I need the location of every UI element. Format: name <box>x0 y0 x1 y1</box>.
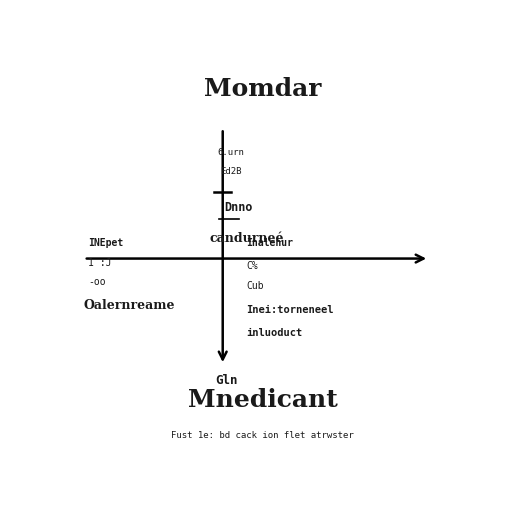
Text: Oalernreame: Oalernreame <box>84 300 175 312</box>
Text: inluoduct: inluoduct <box>247 329 303 338</box>
Text: Mnedicant: Mnedicant <box>187 389 337 413</box>
Text: Momdar: Momdar <box>204 77 321 101</box>
Text: 1 :J: 1 :J <box>88 258 111 267</box>
Text: Fust 1e: bd cack ion flet atrwster: Fust 1e: bd cack ion flet atrwster <box>171 432 354 440</box>
Text: Inei:torneneel: Inei:torneneel <box>247 305 334 315</box>
Text: C%: C% <box>247 262 258 271</box>
Text: Cub: Cub <box>247 281 264 291</box>
Text: 6.urn: 6.urn <box>217 147 244 157</box>
Text: candurneé: candurneé <box>209 232 284 245</box>
Text: Gln: Gln <box>216 374 238 387</box>
Text: Ed2B: Ed2B <box>220 167 241 176</box>
Text: INEpet: INEpet <box>88 238 123 248</box>
Text: -oo: -oo <box>88 277 105 287</box>
Text: Dnno: Dnno <box>224 201 253 214</box>
Text: Inalenur: Inalenur <box>247 238 293 248</box>
